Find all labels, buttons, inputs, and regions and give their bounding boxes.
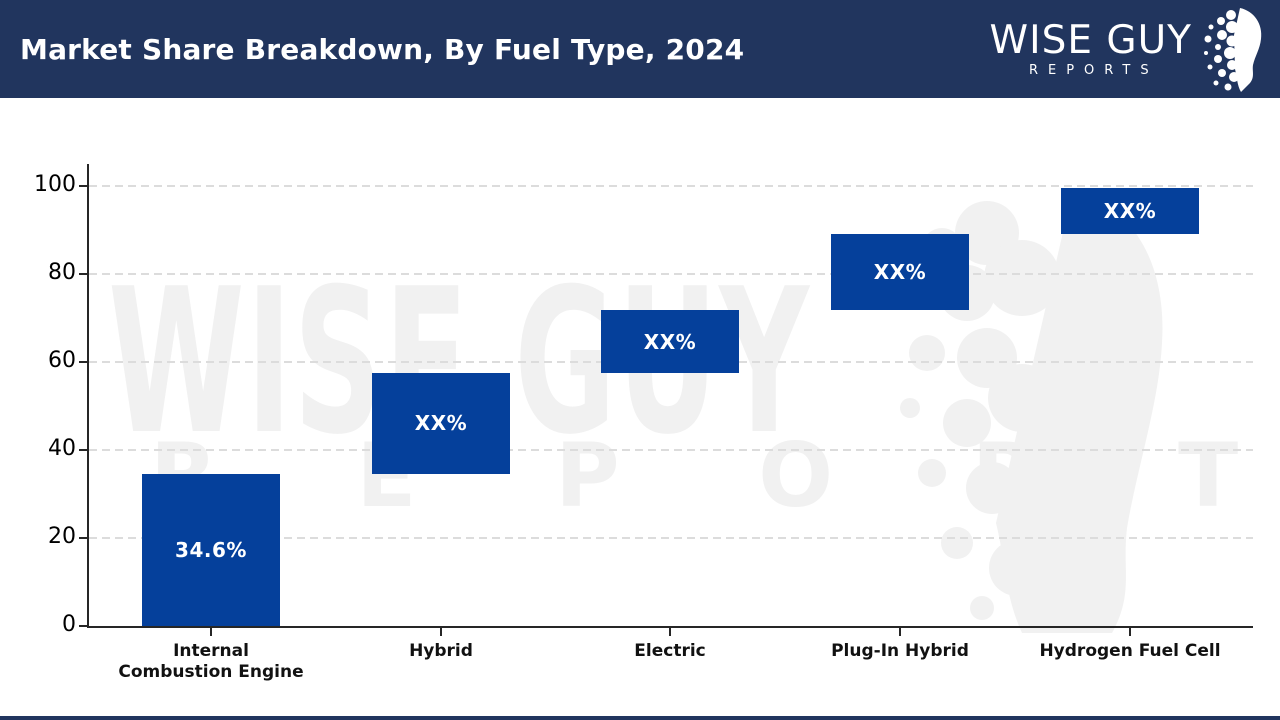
y-tick-label-100: 100 [34, 172, 76, 197]
y-axis-line [87, 164, 89, 628]
gridline-80 [89, 273, 1253, 275]
y-tick-100 [79, 185, 88, 187]
x-tick-3 [669, 628, 671, 636]
brand-text: WISE GUY REPORTS [990, 21, 1192, 78]
bar-5: XX% [1061, 187, 1199, 234]
bar-4: XX% [831, 233, 969, 311]
y-tick-60 [79, 361, 88, 363]
x-category-label-4: Plug-In Hybrid [831, 641, 969, 661]
x-tick-4 [899, 628, 901, 636]
x-category-label-1: Internal Combustion Engine [118, 641, 304, 682]
y-tick-label-40: 40 [48, 436, 76, 461]
gridline-40 [89, 449, 1253, 451]
x-tick-5 [1129, 628, 1131, 636]
footer-bar [0, 716, 1280, 720]
x-category-label-5: Hydrogen Fuel Cell [1039, 641, 1221, 661]
y-tick-40 [79, 449, 88, 451]
bar-1: 34.6% [142, 473, 280, 626]
gridline-20 [89, 537, 1253, 539]
brand-logo: WISE GUY REPORTS [990, 4, 1266, 94]
y-tick-label-60: 60 [48, 348, 76, 373]
bar-value-label-3: XX% [643, 329, 697, 354]
bar-value-label-1: 34.6% [175, 537, 247, 562]
header-bar: Market Share Breakdown, By Fuel Type, 20… [0, 0, 1280, 98]
x-category-label-3: Electric [634, 641, 706, 661]
bar-value-label-5: XX% [1103, 198, 1157, 223]
brand-tagline: REPORTS [1028, 62, 1159, 78]
y-tick-80 [79, 273, 88, 275]
y-tick-20 [79, 537, 88, 539]
y-tick-label-20: 20 [48, 524, 76, 549]
page-title: Market Share Breakdown, By Fuel Type, 20… [20, 32, 745, 66]
y-tick-label-0: 0 [62, 612, 76, 637]
bar-value-label-4: XX% [873, 260, 927, 284]
brand-name: WISE GUY [989, 17, 1192, 63]
gridline-100 [89, 185, 1253, 187]
bar-value-label-2: XX% [414, 411, 468, 436]
bar-2: XX% [372, 373, 510, 474]
x-axis-line [87, 626, 1253, 628]
y-tick-label-80: 80 [48, 260, 76, 285]
brand-head-icon [1204, 8, 1262, 92]
x-tick-1 [210, 628, 212, 636]
bar-3: XX% [601, 310, 739, 373]
y-tick-0 [79, 625, 88, 627]
x-category-label-2: Hybrid [409, 641, 473, 661]
x-tick-2 [440, 628, 442, 636]
